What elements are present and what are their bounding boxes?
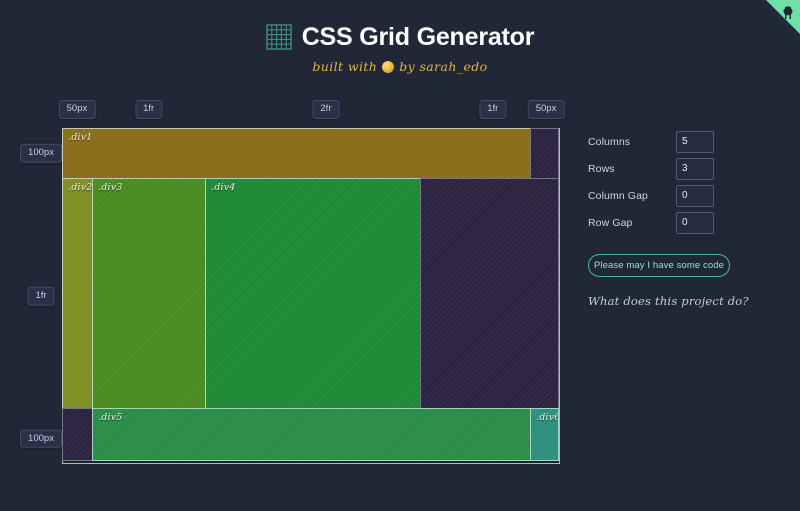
column-size-chip[interactable]: 50px <box>58 100 96 119</box>
subtitle-prefix: built with <box>312 59 378 74</box>
grid-cell-label: .div1 <box>68 132 93 143</box>
field-label-rows: Rows <box>588 162 615 175</box>
column-size-labels: 50px 1fr 2fr 1fr 50px <box>58 100 565 124</box>
field-label-row-gap: Row Gap <box>588 216 633 229</box>
grid-cell-label: .div6 <box>536 412 559 423</box>
field-row: Rows <box>588 155 788 182</box>
grid-cell-empty[interactable] <box>530 128 559 179</box>
grid-cell[interactable]: .div6 <box>530 408 559 461</box>
codepen-cat-icon <box>783 6 793 19</box>
field-row: Columns <box>588 128 788 155</box>
grid-cell[interactable]: .div3 <box>92 178 206 409</box>
grid-cell[interactable]: .div5 <box>92 408 531 461</box>
ribbon-triangle <box>766 0 800 34</box>
grid-cell[interactable]: .div4 <box>205 178 421 409</box>
field-input-columns[interactable] <box>676 130 714 153</box>
title-row: CSS Grid Generator <box>0 24 800 50</box>
grid-cell-label: .div4 <box>211 182 236 193</box>
grid-cell[interactable]: .div1 <box>62 128 531 179</box>
field-label-column-gap: Column Gap <box>588 189 648 202</box>
field-list: Columns Rows Column Gap Row Gap <box>588 128 788 236</box>
row-size-chip[interactable]: 100px <box>20 143 62 163</box>
get-code-button[interactable]: Please may I have some code <box>588 254 730 277</box>
grid-cell-empty[interactable] <box>420 178 559 409</box>
column-size-chip[interactable]: 1fr <box>479 100 507 119</box>
field-row: Row Gap <box>588 209 788 236</box>
project-info-link[interactable]: What does this project do? <box>588 294 749 308</box>
app-subtitle: built with by sarah_edo <box>0 59 800 74</box>
subtitle-suffix: by sarah_edo <box>399 59 488 74</box>
column-size-chip[interactable]: 2fr <box>312 100 340 119</box>
grid-icon <box>266 24 292 50</box>
codepen-corner-ribbon[interactable] <box>766 0 800 34</box>
column-size-chip[interactable]: 1fr <box>135 100 163 119</box>
field-input-column-gap[interactable] <box>676 184 714 207</box>
row-size-chip[interactable]: 100px <box>20 429 62 449</box>
field-input-rows[interactable] <box>676 157 714 180</box>
page-title: CSS Grid Generator <box>301 22 535 51</box>
grid-cell-empty[interactable] <box>62 408 93 461</box>
field-input-row-gap[interactable] <box>676 211 714 234</box>
row-size-labels: 100px 1fr 100px <box>20 128 62 464</box>
grid-preview[interactable]: .div1 .div2 .div3 .div4 .div5 .div6 <box>62 128 560 464</box>
grid-workspace: 50px 1fr 2fr 1fr 50px 100px 1fr 100px .div1 .di… <box>20 96 570 476</box>
controls-panel: Columns Rows Column Gap Row Gap Please may … <box>588 128 788 308</box>
heart-icon <box>382 60 395 73</box>
grid-cell[interactable]: .div2 <box>62 178 93 409</box>
field-label-columns: Columns <box>588 135 631 148</box>
column-size-chip[interactable]: 50px <box>527 100 565 119</box>
row-size-chip[interactable]: 1fr <box>27 286 55 306</box>
field-row: Column Gap <box>588 182 788 209</box>
app-header: CSS Grid Generator built with by sarah_e… <box>0 0 800 92</box>
grid-cell-label: .div3 <box>98 182 123 193</box>
grid-cell-label: .div5 <box>98 412 123 423</box>
grid-cell-label: .div2 <box>68 182 93 193</box>
